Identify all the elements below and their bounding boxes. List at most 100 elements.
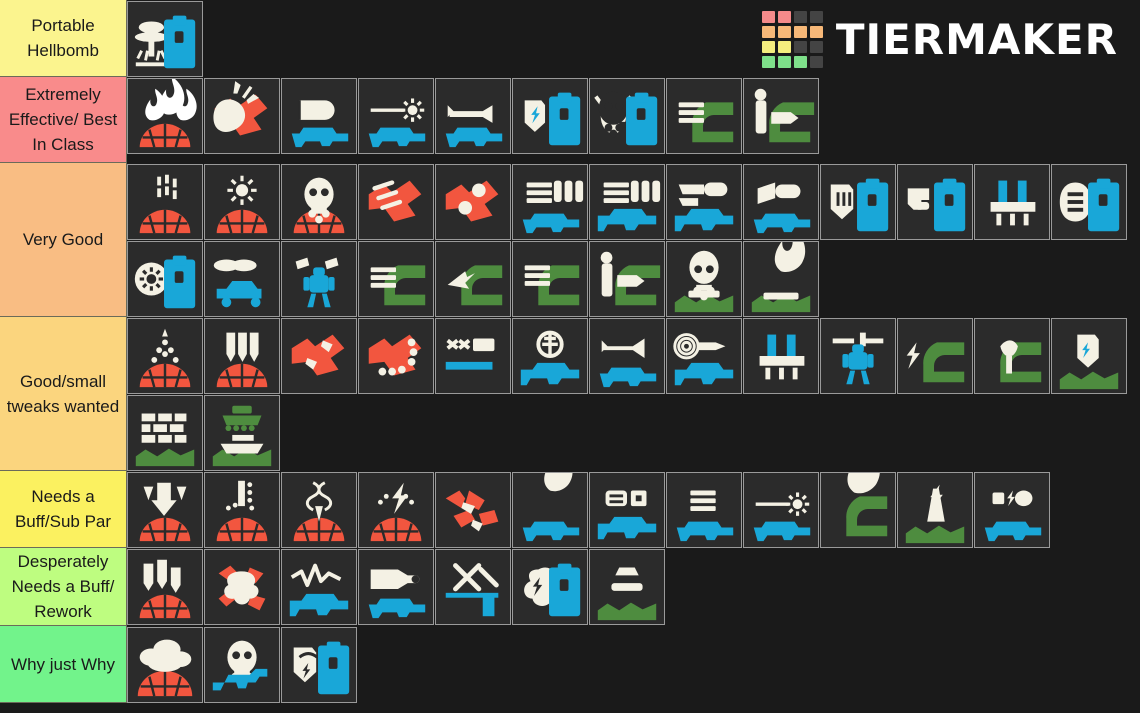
- gas-backpack[interactable]: [127, 241, 203, 317]
- exosuit-patriot[interactable]: [281, 241, 357, 317]
- expendable-anti-tank[interactable]: [743, 164, 819, 240]
- orbital-smoke-icon: [137, 639, 193, 697]
- tier-label-5[interactable]: Desperately Needs a Buff/ Rework: [0, 548, 127, 626]
- orbital-napalm-barrage[interactable]: [127, 78, 203, 154]
- orbital-walking-icon: [139, 174, 191, 234]
- sentry-rocket[interactable]: [435, 241, 511, 317]
- laser-cannon-2[interactable]: [743, 472, 819, 548]
- gas-mine-field[interactable]: [666, 241, 742, 317]
- quasar-cannon[interactable]: [666, 318, 742, 394]
- weapon-railgun-icon: [520, 330, 580, 386]
- sentry-mg[interactable]: [358, 241, 434, 317]
- orbital-120mm-barrage[interactable]: [204, 318, 280, 394]
- ballistic-shield-backpack[interactable]: [820, 164, 896, 240]
- orbital-laser[interactable]: [127, 318, 203, 394]
- tier-label-6[interactable]: Why just Why: [0, 626, 127, 703]
- weapon-sterilizer-icon: [368, 569, 426, 619]
- eagle-smoke-icon: [218, 565, 266, 611]
- sentry-gatling[interactable]: [666, 78, 742, 154]
- stalwart[interactable]: [589, 164, 665, 240]
- sentry-ems[interactable]: [974, 318, 1050, 394]
- tank-emplacement[interactable]: [204, 395, 280, 471]
- spear[interactable]: [589, 318, 665, 394]
- shield-relay[interactable]: [1051, 318, 1127, 394]
- hellbomb-backpack[interactable]: [1051, 164, 1127, 240]
- orbital-ems-strike[interactable]: [358, 472, 434, 548]
- weapon-rocket-icon: [445, 105, 503, 148]
- weapon-laser-icon: [368, 98, 426, 148]
- orbital-walking-barrage[interactable]: [127, 164, 203, 240]
- mech-emancipator-icon: [832, 332, 884, 385]
- tier-row: Extremely Effective/ Best In Class: [0, 77, 1140, 163]
- eagle-cluster-bomb[interactable]: [435, 164, 511, 240]
- orbital-precision-icon: [139, 482, 191, 542]
- shield-generator-pack[interactable]: [512, 78, 588, 154]
- grenade-launcher[interactable]: [281, 78, 357, 154]
- eagle-rocket-pods[interactable]: [435, 472, 511, 548]
- tesla-tower[interactable]: [897, 472, 973, 548]
- flamethrower[interactable]: [512, 472, 588, 548]
- tier-label-2[interactable]: Very Good: [0, 163, 127, 317]
- autocannon[interactable]: [666, 164, 742, 240]
- mech-patriot-icon: [295, 257, 339, 308]
- structure-emplacement-icon: [597, 567, 657, 621]
- hmg-emplacement[interactable]: [589, 549, 665, 625]
- tier-items-3: [127, 317, 1140, 471]
- orbital-railcannon[interactable]: [204, 472, 280, 548]
- jump-pack[interactable]: [974, 164, 1050, 240]
- eagle-500kg-bomb[interactable]: [204, 78, 280, 154]
- tier-label-3[interactable]: Good/small tweaks wanted: [0, 317, 127, 471]
- incendiary-mine-field[interactable]: [743, 241, 819, 317]
- weapon-spear-icon: [599, 338, 657, 388]
- grenade-launcher-2[interactable]: [974, 472, 1050, 548]
- weapon-shell-icon: [291, 100, 349, 148]
- weapon-blitzer-icon: [289, 563, 349, 617]
- orbital-precision-strike[interactable]: [127, 472, 203, 548]
- machine-gun-emplacement[interactable]: [204, 241, 280, 317]
- arc-blitzer[interactable]: [281, 549, 357, 625]
- arc-thrower[interactable]: [589, 472, 665, 548]
- railgun[interactable]: [512, 318, 588, 394]
- tier-label-4[interactable]: Needs a Buff/Sub Par: [0, 471, 127, 548]
- tier-row: Very Good: [0, 163, 1140, 317]
- eagle-napalm[interactable]: [358, 318, 434, 394]
- directional-shield[interactable]: [281, 627, 357, 703]
- arc-shield-pack[interactable]: [512, 549, 588, 625]
- sentry-gatling-icon: [678, 102, 734, 143]
- anti-materiel-rifle[interactable]: [435, 318, 511, 394]
- orbital-airburst-icon: [216, 175, 268, 234]
- machine-gun[interactable]: [512, 164, 588, 240]
- emplacement-hmg-2[interactable]: [589, 241, 665, 317]
- gas-sniper[interactable]: [204, 627, 280, 703]
- sentry-ems-icon: [1000, 340, 1042, 383]
- orbital-380mm-barrage[interactable]: [127, 549, 203, 625]
- tier-label-1[interactable]: Extremely Effective/ Best In Class: [0, 77, 127, 163]
- sentry-flame[interactable]: [820, 472, 896, 548]
- guard-dog-rover[interactable]: [589, 78, 665, 154]
- sterilizer[interactable]: [358, 549, 434, 625]
- anti-tank-mines[interactable]: [435, 549, 511, 625]
- tier-label-0[interactable]: Portable Hellbomb: [0, 0, 127, 77]
- orbital-airburst[interactable]: [204, 164, 280, 240]
- eagle-airstrike[interactable]: [281, 318, 357, 394]
- heavy-machine-gun[interactable]: [666, 472, 742, 548]
- weapon-quasar-icon: [673, 333, 734, 386]
- exosuit-emancipator[interactable]: [820, 318, 896, 394]
- portable-hellbomb[interactable]: [127, 1, 203, 77]
- supply-pack[interactable]: [897, 164, 973, 240]
- backpack-gas-icon: [134, 255, 196, 309]
- sentry-tesla[interactable]: [897, 318, 973, 394]
- weapon-flame-icon: [522, 473, 580, 542]
- eagle-strafing-run[interactable]: [358, 164, 434, 240]
- orbital-gatling-barrage[interactable]: [281, 472, 357, 548]
- laser-cannon[interactable]: [358, 78, 434, 154]
- emplacement-hmg-icon: [600, 251, 661, 306]
- sentry-gatling-2[interactable]: [512, 241, 588, 317]
- jump-pack-2[interactable]: [743, 318, 819, 394]
- fortification-wall[interactable]: [127, 395, 203, 471]
- orbital-smoke-strike[interactable]: [127, 627, 203, 703]
- recoilless-rifle[interactable]: [435, 78, 511, 154]
- emplacement-hmg[interactable]: [743, 78, 819, 154]
- orbital-gas-strike[interactable]: [281, 164, 357, 240]
- eagle-smoke-strike[interactable]: [204, 549, 280, 625]
